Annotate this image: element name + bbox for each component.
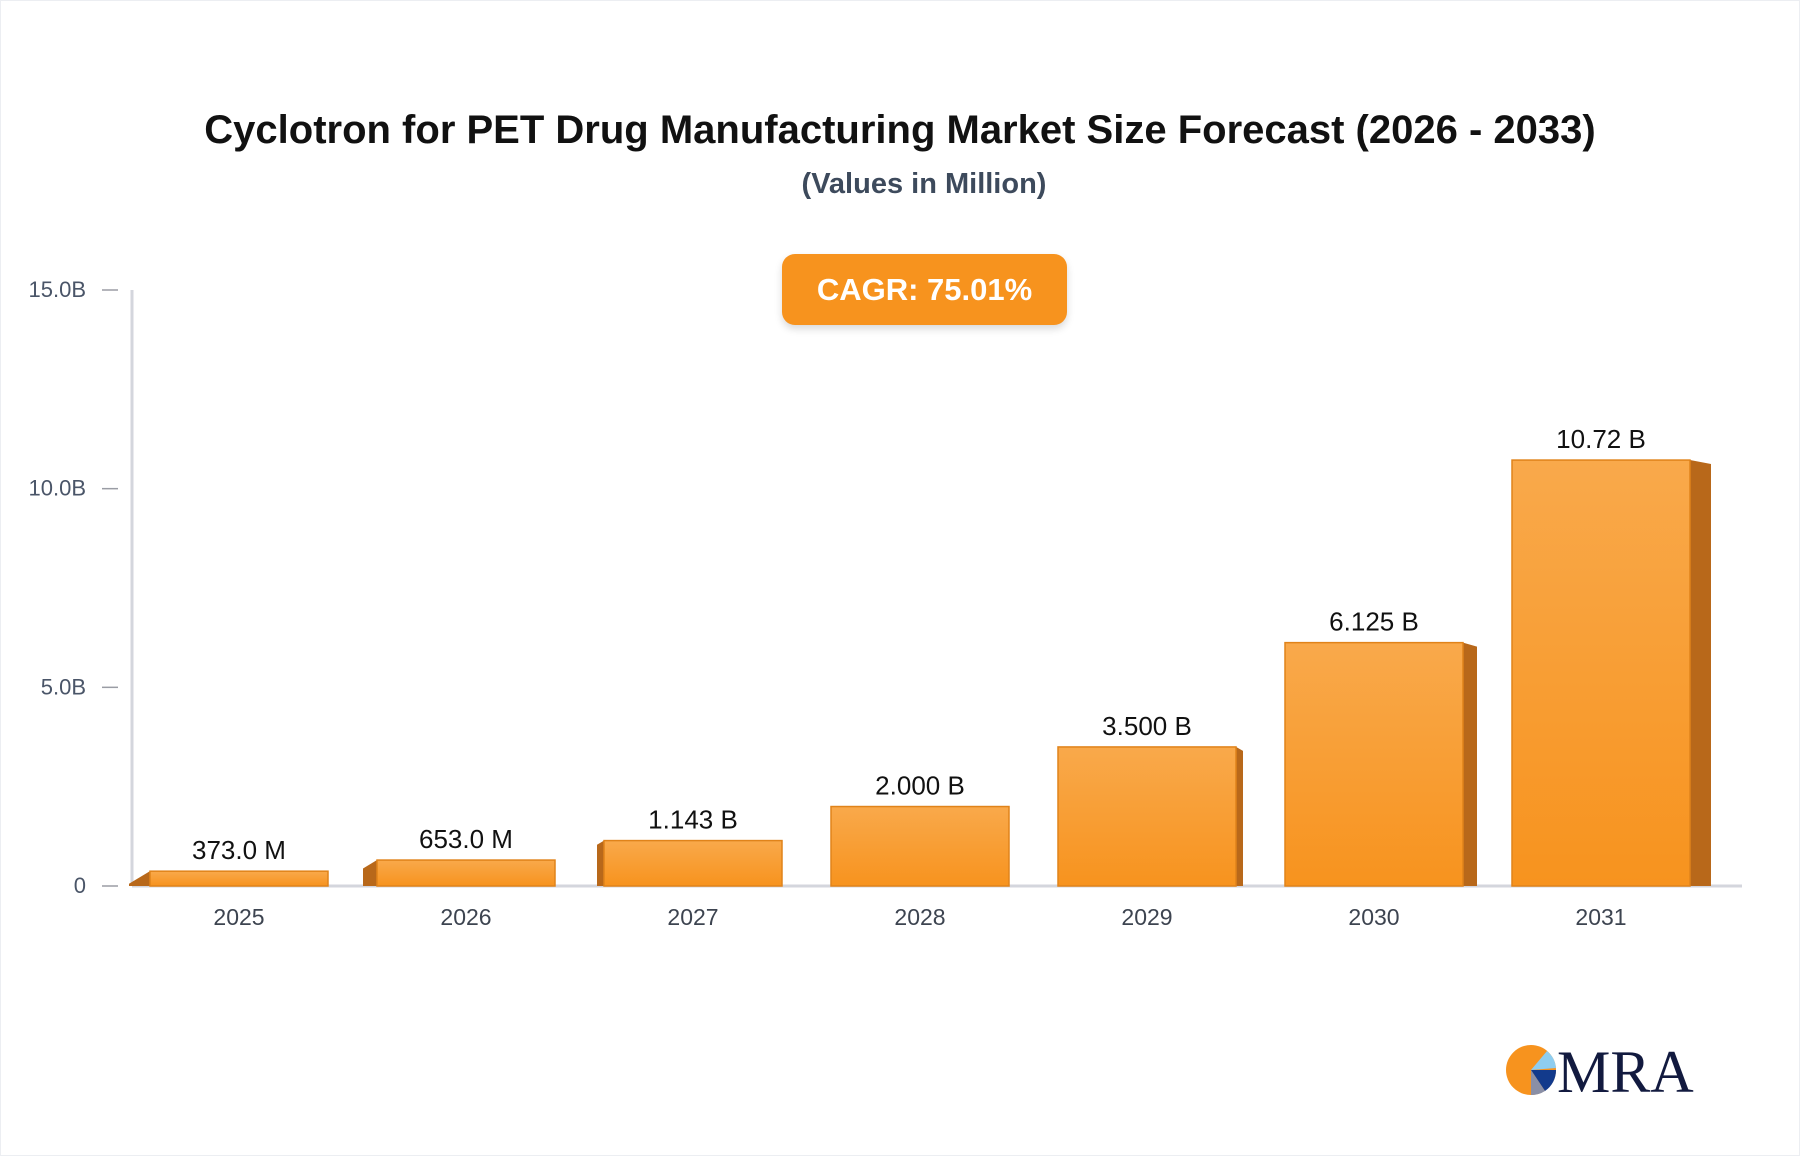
bar-side [597, 840, 604, 886]
bar [1511, 459, 1691, 887]
x-tick-label: 2028 [894, 904, 945, 930]
data-label: 10.72 B [1556, 424, 1646, 454]
bar-side [1236, 746, 1243, 886]
mra-logo: MRA [1506, 1040, 1694, 1100]
data-label: 653.0 M [419, 824, 513, 854]
logo-text: MRA [1557, 1040, 1694, 1100]
bar [1057, 746, 1237, 887]
bar-side [1690, 460, 1711, 886]
data-label: 6.125 B [1329, 607, 1419, 637]
bar [830, 805, 1010, 887]
x-tick-label: 2031 [1575, 904, 1626, 930]
data-label: 3.500 B [1102, 711, 1192, 741]
y-tick-label: 10.0B [29, 476, 87, 501]
cagr-badge: CAGR: 75.01% [782, 254, 1067, 325]
x-tick-label: 2030 [1348, 904, 1399, 930]
x-tick-label: 2025 [213, 904, 264, 930]
data-label: 1.143 B [648, 805, 738, 835]
bar-side [1463, 642, 1477, 886]
bar [376, 859, 556, 887]
bar-side [129, 871, 150, 886]
bar [603, 839, 783, 887]
data-label: 373.0 M [192, 835, 286, 865]
bar [1284, 641, 1464, 887]
x-tick-label: 2029 [1121, 904, 1172, 930]
chart-title: Cyclotron for PET Drug Manufacturing Mar… [204, 108, 1596, 152]
data-label: 2.000 B [875, 771, 965, 801]
y-tick-label: 5.0B [41, 674, 86, 699]
x-tick-label: 2026 [440, 904, 491, 930]
y-tick-label: 15.0B [29, 277, 87, 302]
bar-side [363, 860, 377, 886]
bar [149, 870, 329, 887]
x-tick-label: 2027 [667, 904, 718, 930]
y-tick-label: 0 [74, 873, 86, 898]
chart-subtitle: (Values in Million) [801, 168, 1047, 200]
